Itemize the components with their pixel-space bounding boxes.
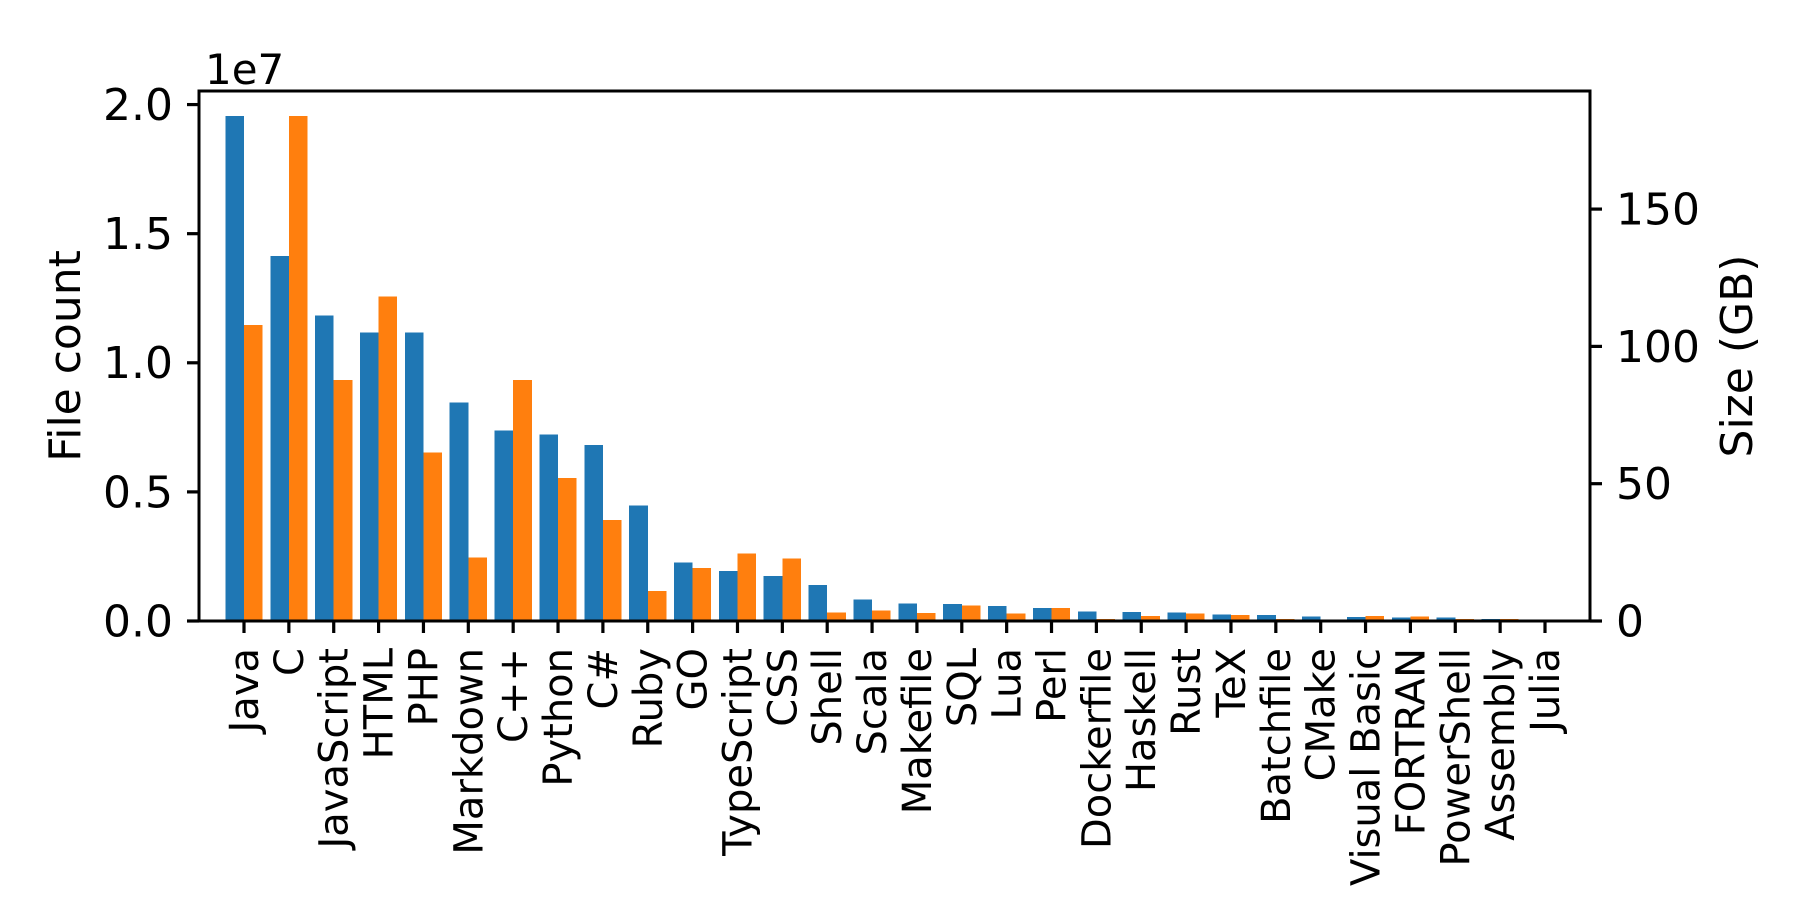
right-axis-title: Size (GB) [1712, 255, 1763, 458]
bar-size-gb-scala [872, 610, 891, 621]
bar-size-gb-javascript [333, 379, 353, 621]
right-tick-label: 150 [1616, 184, 1700, 235]
left-tick-label: 0.5 [103, 467, 173, 518]
bar-file-count-ruby [629, 505, 648, 621]
x-tick-label-css: CSS [760, 648, 806, 727]
bar-size-gb-c [288, 116, 308, 621]
x-tick-label-cmake: CMake [1299, 648, 1345, 781]
x-tick-label-typescript: TypeScript [715, 648, 761, 857]
bar-file-count-markdown [449, 402, 469, 621]
x-tick-label-fortran: FORTRAN [1388, 648, 1434, 835]
bar-file-count-shell [808, 585, 828, 621]
x-tick-label-javascript: JavaScript [312, 648, 358, 852]
bar-size-gb-java [244, 325, 263, 621]
bar-file-count-visual-basic [1347, 617, 1366, 621]
left-tick-label: 1.0 [103, 338, 173, 389]
plot-spines [197, 89, 1592, 623]
left-tick-label: 2.0 [103, 80, 173, 131]
x-tick-label-dockerfile: Dockerfile [1074, 648, 1120, 849]
x-tick-label-scala: Scala [850, 648, 896, 756]
right-tick-label: 0 [1616, 596, 1644, 647]
x-tick-label-rust: Rust [1164, 648, 1210, 736]
bar-size-gb-tex [1231, 615, 1250, 621]
x-tick-label-lua: Lua [985, 648, 1031, 719]
x-tick-label-cpp: C++ [491, 648, 537, 743]
bar-size-gb-css [782, 558, 801, 621]
x-tick-label-java: Java [222, 648, 268, 736]
bar-file-count-rust [1167, 612, 1187, 621]
bar-file-count-makefile [898, 603, 917, 621]
y-axis-offset-text: 1e7 [205, 45, 284, 94]
bar-size-gb-shell [827, 612, 846, 621]
bar-file-count-dockerfile [1077, 611, 1097, 621]
bar-size-gb-cpp [513, 380, 532, 621]
bar-size-gb-php [423, 452, 442, 621]
right-tick-label: 100 [1616, 322, 1700, 373]
bar-file-count-fortran [1391, 617, 1411, 621]
bar-file-count-css [763, 576, 783, 621]
x-tick-label-tex: TeX [1209, 648, 1255, 719]
axes-layer: 0.00.51.01.52.0050100150JavaCJavaScriptH… [103, 80, 1700, 886]
bar-size-gb-ruby [647, 590, 667, 621]
bar-file-count-html [360, 332, 379, 621]
bar-file-count-c [270, 255, 289, 622]
x-tick-label-sql: SQL [940, 647, 986, 727]
x-tick-label-visual-basic: Visual Basic [1344, 648, 1390, 886]
x-tick-label-batchfile: Batchfile [1254, 648, 1300, 824]
left-tick-label: 1.5 [103, 209, 173, 260]
x-tick-label-python: Python [536, 648, 582, 787]
bar-file-count-python [539, 434, 558, 621]
x-tick-label-php: PHP [401, 648, 447, 726]
bar-file-count-sql [943, 604, 962, 621]
x-tick-label-assembly: Assembly [1478, 648, 1524, 841]
bar-size-gb-markdown [468, 557, 487, 621]
left-tick-label: 0.0 [103, 596, 173, 647]
bar-file-count-cpp [494, 430, 514, 621]
x-tick-label-shell: Shell [805, 648, 851, 746]
x-tick-label-markdown: Markdown [446, 648, 492, 855]
bar-file-count-go [674, 562, 693, 621]
bar-file-count-cmake [1302, 616, 1321, 621]
x-tick-label-ruby: Ruby [626, 648, 672, 748]
x-tick-label-c: C [267, 648, 313, 676]
bar-size-gb-rust [1186, 613, 1205, 621]
bar-size-gb-html [378, 296, 398, 621]
bar-file-count-batchfile [1257, 614, 1276, 621]
left-axis-title: File count [40, 250, 91, 462]
bar-file-count-typescript [718, 570, 738, 621]
bar-size-gb-typescript [737, 553, 757, 621]
bar-size-gb-sql [961, 605, 981, 621]
bar-file-count-tex [1212, 614, 1231, 621]
bar-size-gb-python [558, 478, 577, 621]
bar-file-count-scala [853, 599, 873, 621]
bar-file-count-perl [1032, 608, 1052, 621]
bars-layer [225, 116, 1564, 622]
bar-file-count-haskell [1122, 612, 1142, 621]
bar-size-gb-haskell [1141, 615, 1160, 621]
bar-file-count-csharp [584, 445, 603, 621]
bar-size-gb-csharp [602, 519, 622, 621]
bar-size-gb-perl [1051, 608, 1071, 621]
x-tick-label-powershell: PowerShell [1433, 648, 1479, 867]
x-tick-label-haskell: Haskell [1119, 648, 1165, 792]
x-tick-label-csharp: C# [581, 648, 627, 709]
bar-size-gb-makefile [916, 613, 936, 621]
bar-file-count-lua [988, 606, 1007, 621]
right-tick-label: 50 [1616, 459, 1672, 510]
bar-file-count-javascript [315, 315, 334, 621]
bar-size-gb-go [692, 568, 712, 621]
x-tick-label-html: HTML [357, 647, 403, 759]
bar-size-gb-visual-basic [1365, 615, 1385, 621]
x-tick-label-makefile: Makefile [895, 648, 941, 814]
bar-file-count-powershell [1436, 617, 1456, 621]
bar-size-gb-lua [1006, 613, 1026, 621]
bar-size-gb-fortran [1410, 616, 1429, 621]
x-tick-label-julia: Julia [1523, 648, 1569, 735]
bar-file-count-php [404, 332, 424, 621]
x-tick-label-perl: Perl [1030, 648, 1076, 723]
bar-file-count-java [225, 116, 244, 621]
x-tick-label-go: GO [671, 648, 717, 710]
